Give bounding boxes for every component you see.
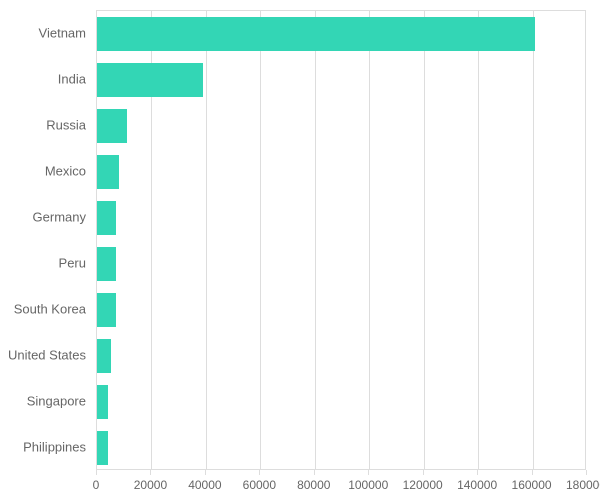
bar <box>97 17 535 51</box>
x-axis-label: 160000 <box>512 478 552 492</box>
gridline <box>424 11 425 469</box>
y-axis-label: Germany <box>33 210 86 225</box>
gridline <box>260 11 261 469</box>
x-axis-label: 40000 <box>188 478 221 492</box>
x-tick <box>368 470 369 475</box>
x-axis-label: 100000 <box>348 478 388 492</box>
x-axis-label: 60000 <box>243 478 276 492</box>
x-axis-label: 180000 <box>566 478 600 492</box>
gridline <box>533 11 534 469</box>
y-axis-label: India <box>58 72 86 87</box>
bar-chart: 0 20000 40000 60000 80000 100000 120000 140000 1… <box>0 0 600 500</box>
bar <box>97 293 116 327</box>
bar <box>97 109 127 143</box>
x-axis-label: 20000 <box>134 478 167 492</box>
x-tick <box>96 470 97 475</box>
bar <box>97 63 203 97</box>
y-axis-label: Mexico <box>45 164 86 179</box>
x-tick <box>259 470 260 475</box>
x-tick <box>532 470 533 475</box>
bar <box>97 247 116 281</box>
gridline <box>369 11 370 469</box>
bar <box>97 339 111 373</box>
x-tick <box>477 470 478 475</box>
y-axis-label: Russia <box>46 118 86 133</box>
y-axis-label: Peru <box>59 256 86 271</box>
x-tick <box>314 470 315 475</box>
y-axis-label: Singapore <box>27 394 86 409</box>
bar <box>97 155 119 189</box>
x-axis-label: 80000 <box>297 478 330 492</box>
y-axis-label: South Korea <box>14 302 86 317</box>
bar <box>97 385 108 419</box>
gridline <box>478 11 479 469</box>
bar <box>97 201 116 235</box>
x-tick <box>586 470 587 475</box>
x-axis-label: 120000 <box>403 478 443 492</box>
plot-area <box>96 10 586 470</box>
y-axis-label: United States <box>8 348 86 363</box>
y-axis-label: Philippines <box>23 440 86 455</box>
x-tick <box>423 470 424 475</box>
x-tick <box>205 470 206 475</box>
x-axis-label: 0 <box>93 478 100 492</box>
x-tick <box>150 470 151 475</box>
gridline <box>315 11 316 469</box>
gridline <box>206 11 207 469</box>
bar <box>97 431 108 465</box>
x-axis-label: 140000 <box>457 478 497 492</box>
y-axis-label: Vietnam <box>39 26 86 41</box>
